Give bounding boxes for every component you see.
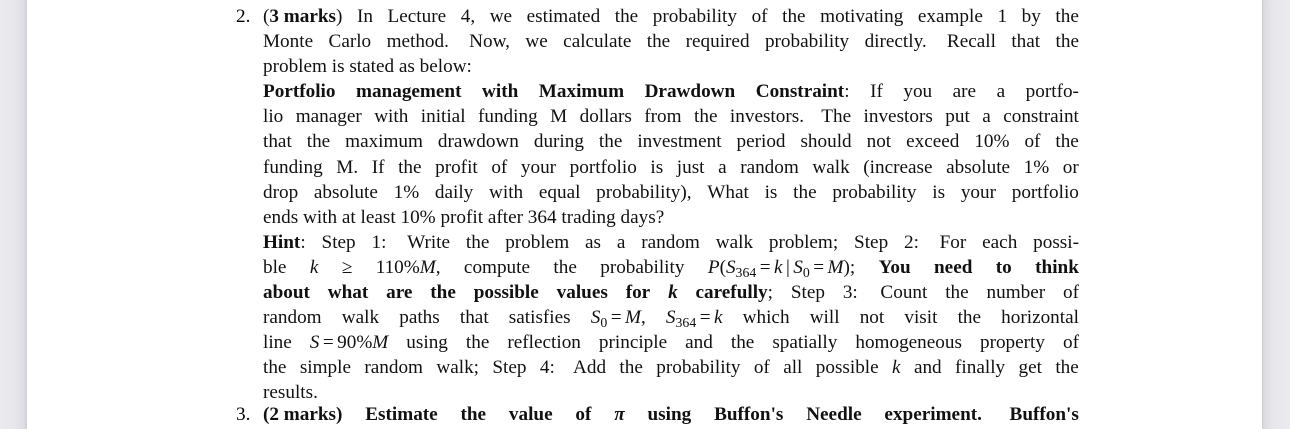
question-list: 2. (3 marks) In Lecture 4, we estimated the pro… — [236, 4, 1087, 406]
text-line: funding M. If the profit of your portfolio is jus… — [263, 156, 1079, 178]
page-left-margin-shadow — [0, 0, 27, 429]
text-line: Hint: Step 1: Write the problem as a random walk… — [263, 231, 1079, 253]
question-body: (3 marks) In Lecture 4, we estimated the probab… — [263, 4, 1087, 406]
text-line: Monte Carlo method. Now, we calculate the requ… — [263, 31, 1079, 53]
question-item-3: 3. (2 marks) Estimate the value of π using Buff… — [236, 404, 1087, 427]
text-line-with-math: the simple random walk; Step 4: Add the probabi… — [263, 357, 1079, 379]
text-line: Portfolio management with Maximum Drawdown Co… — [263, 81, 1079, 103]
page-right-margin-shadow — [1262, 0, 1290, 429]
text-line: problem is stated as below: — [263, 56, 472, 78]
question-body: (2 marks) Estimate the value of π using Buffon'… — [263, 404, 1087, 427]
text-line-with-math: random walk paths that satisfies S0 = M, S364 = k w… — [263, 307, 1079, 330]
text-line: (3 marks) In Lecture 4, we estimated the probab… — [263, 6, 1079, 27]
text-line: (2 marks) Estimate the value of π using Buffon'… — [263, 404, 1079, 425]
text-line: ends with at least 10% profit after 364 … — [263, 206, 665, 228]
text-line-with-math: ble k ≥110%M, compute the probability P(S364 = k… — [263, 256, 1079, 280]
text-line: drop absolute 1% daily with equal probability)… — [263, 181, 1079, 203]
question-number: 3. — [236, 404, 251, 425]
document-page: 2. (3 marks) In Lecture 4, we estimated the pro… — [27, 0, 1262, 429]
question-item-2: 2. (3 marks) In Lecture 4, we estimated the pro… — [236, 4, 1087, 406]
text-line: results. — [263, 382, 318, 404]
text-line: that the maximum drawdown during the investmen… — [263, 131, 1079, 153]
question-number: 2. — [236, 6, 251, 27]
text-line-with-math: line S = 90%M using the reflection principle and… — [263, 332, 1079, 354]
text-line-with-math: about what are the possible values for k careful… — [263, 282, 1079, 304]
next-question-clipped: 3. (2 marks) Estimate the value of π using Buff… — [236, 404, 1087, 429]
